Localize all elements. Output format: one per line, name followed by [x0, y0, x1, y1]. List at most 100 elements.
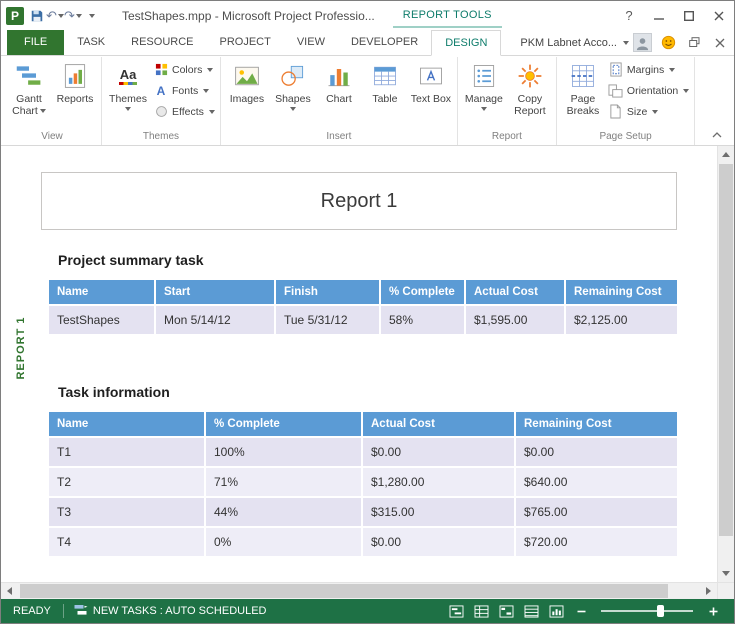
tab-view[interactable]: VIEW	[296, 36, 325, 48]
report-view-shortcut-icon[interactable]	[545, 601, 567, 621]
account-menu[interactable]: PKM Labnet Acco...	[520, 33, 652, 52]
cell: T3	[49, 496, 205, 527]
horizontal-scroll-thumb[interactable]	[20, 584, 668, 598]
help-button[interactable]: ?	[625, 8, 633, 23]
cell: T4	[49, 526, 205, 556]
report-canvas[interactable]: REPORT 1 Report 1 Project summary task N…	[1, 146, 717, 582]
button-label: Fonts	[172, 84, 199, 97]
vertical-scroll-track[interactable]	[718, 163, 734, 565]
cell: 100%	[204, 436, 362, 467]
copy-report-button[interactable]: Copy Report	[507, 58, 553, 117]
button-label: Reports	[56, 93, 94, 105]
group-label-insert: Insert	[326, 131, 352, 142]
images-button[interactable]: Images	[224, 58, 270, 105]
chart-button[interactable]: Chart	[316, 58, 362, 105]
button-label: Size	[626, 105, 648, 118]
button-label: Gantt Chart	[12, 93, 42, 117]
scroll-left-button[interactable]	[1, 583, 18, 599]
page-breaks-button[interactable]: Page Breaks	[560, 58, 606, 117]
tab-resource[interactable]: RESOURCE	[131, 36, 194, 48]
cell: $640.00	[514, 466, 677, 497]
dropdown-arrow-icon	[88, 13, 95, 18]
margins-button[interactable]: Margins	[606, 61, 691, 78]
tab-file[interactable]: FILE	[7, 30, 65, 55]
summary-table-heading[interactable]: Project summary task	[58, 252, 204, 268]
zoom-out-button[interactable]	[570, 601, 592, 621]
team-planner-view-shortcut-icon[interactable]	[495, 601, 517, 621]
text-box-button[interactable]: Text Box	[408, 58, 454, 105]
title-bar: P ↶ ↷ TestShapes.mpp - Microsoft Project…	[1, 1, 734, 30]
scroll-up-button[interactable]	[718, 146, 734, 163]
cell: T1	[49, 436, 205, 467]
collapse-ribbon-button[interactable]	[708, 127, 726, 141]
tab-task[interactable]: TASK	[77, 36, 106, 48]
table-row[interactable]: T1 100% $0.00 $0.00	[49, 436, 677, 467]
zoom-in-button[interactable]	[702, 601, 724, 621]
table-row[interactable]: T3 44% $315.00 $765.00	[49, 496, 677, 527]
button-label: Manage	[464, 93, 503, 105]
themes-button[interactable]: Aa Themes	[105, 58, 151, 111]
table-row[interactable]: TestShapes Mon 5/14/12 Tue 5/31/12 58% $…	[49, 304, 677, 334]
zoom-slider-thumb[interactable]	[657, 605, 664, 617]
task-usage-view-shortcut-icon[interactable]	[470, 601, 492, 621]
shapes-button[interactable]: Shapes	[270, 58, 316, 111]
reports-button[interactable]: Reports	[52, 58, 98, 105]
group-label-report: Report	[491, 131, 522, 142]
size-button[interactable]: Size	[606, 103, 691, 120]
button-label: Page Breaks	[566, 93, 600, 117]
colors-button[interactable]: Colors	[151, 61, 217, 78]
cell: $315.00	[361, 496, 515, 527]
resource-sheet-view-shortcut-icon[interactable]	[520, 601, 542, 621]
tab-project[interactable]: PROJECT	[219, 36, 271, 48]
customize-qat-button[interactable]	[82, 6, 100, 26]
cell: $0.00	[361, 526, 515, 556]
gantt-chart-button[interactable]: Gantt Chart	[6, 58, 52, 117]
app-icon[interactable]: P	[6, 6, 24, 25]
horizontal-scrollbar[interactable]	[1, 582, 734, 599]
column-header: Actual Cost	[361, 412, 515, 437]
maximize-button[interactable]	[674, 1, 704, 30]
cell: Tue 5/31/12	[274, 304, 380, 334]
dropdown-arrow-icon	[669, 67, 676, 72]
ribbon-group-report: Manage Copy Report Report	[458, 57, 557, 145]
horizontal-scroll-track[interactable]	[18, 583, 700, 599]
scroll-down-button[interactable]	[718, 565, 734, 582]
new-tasks-mode-button[interactable]: NEW TASKS : AUTO SCHEDULED	[64, 604, 277, 619]
undo-button[interactable]: ↶	[46, 6, 64, 26]
close-document-icon[interactable]	[710, 33, 730, 53]
vertical-scrollbar[interactable]	[717, 146, 734, 582]
contextual-tab-group-label: REPORT TOOLS	[392, 3, 502, 28]
table-row[interactable]: T4 0% $0.00 $720.00	[49, 526, 677, 556]
tab-design[interactable]: DESIGN	[431, 30, 502, 56]
new-tasks-label: NEW TASKS : AUTO SCHEDULED	[92, 605, 267, 617]
task-information-table[interactable]: Name % Complete Actual Cost Remaining Co…	[49, 412, 677, 556]
gantt-view-shortcut-icon[interactable]	[445, 601, 467, 621]
dropdown-arrow-icon	[652, 109, 659, 114]
close-button[interactable]	[704, 1, 734, 30]
fonts-button[interactable]: A Fonts	[151, 82, 217, 99]
report-title-box[interactable]: Report 1	[41, 172, 677, 230]
table-row[interactable]: T2 71% $1,280.00 $640.00	[49, 466, 677, 497]
button-label: Shapes	[275, 93, 311, 105]
report-side-label: REPORT 1	[15, 316, 27, 380]
tab-developer[interactable]: DEVELOPER	[350, 36, 419, 48]
project-summary-table[interactable]: Name Start Finish % Complete Actual Cost…	[49, 280, 677, 334]
redo-button[interactable]: ↷	[64, 6, 82, 26]
scroll-right-button[interactable]	[700, 583, 717, 599]
feedback-smiley-icon[interactable]	[658, 33, 678, 53]
zoom-slider[interactable]	[601, 605, 693, 617]
dropdown-arrow-icon	[57, 13, 64, 18]
task-table-heading[interactable]: Task information	[58, 384, 170, 400]
effects-icon	[153, 104, 169, 120]
cell: 58%	[379, 304, 465, 334]
orientation-button[interactable]: Orientation	[606, 82, 691, 99]
save-button[interactable]	[28, 6, 46, 26]
minimize-button[interactable]	[644, 1, 674, 30]
restore-document-icon[interactable]	[684, 33, 704, 53]
table-button[interactable]: Table	[362, 58, 408, 105]
ribbon: Gantt Chart Reports View Aa Themes	[1, 56, 734, 146]
orientation-icon	[608, 83, 624, 99]
effects-button[interactable]: Effects	[151, 103, 217, 120]
vertical-scroll-thumb[interactable]	[719, 164, 733, 536]
manage-button[interactable]: Manage	[461, 58, 507, 111]
